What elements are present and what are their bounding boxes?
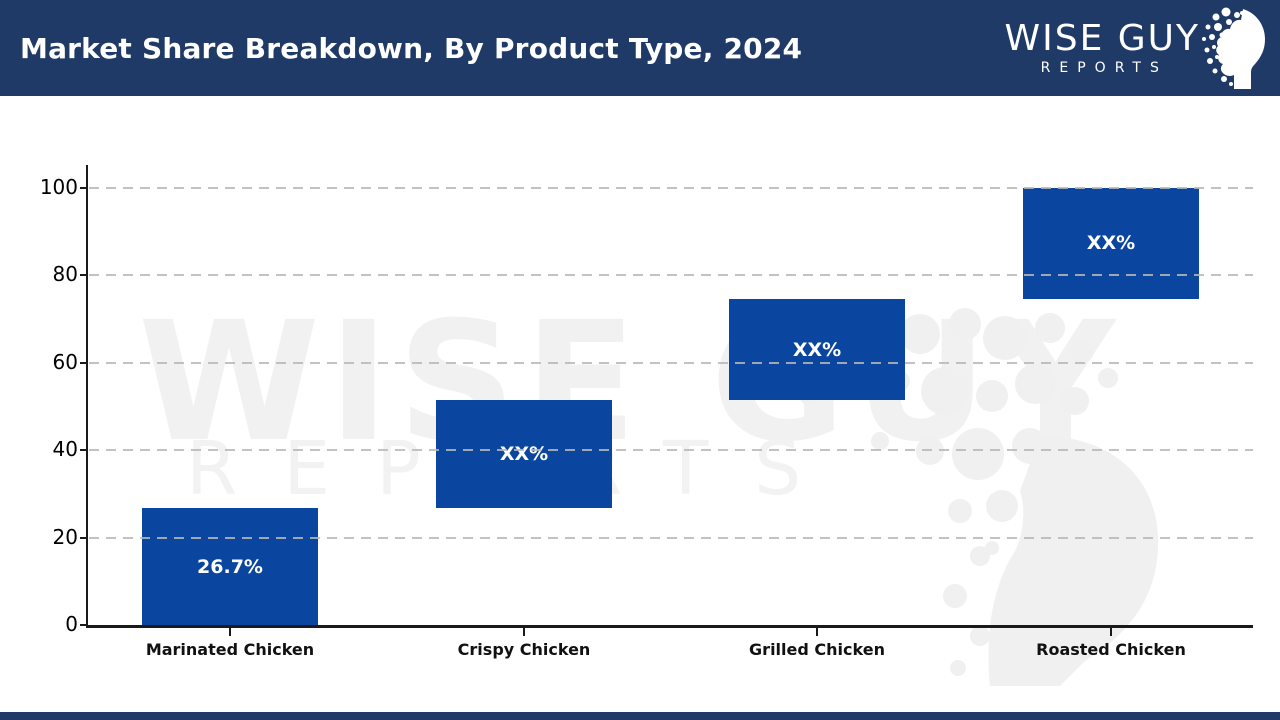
y-axis-tick xyxy=(80,449,88,451)
y-axis-tick xyxy=(80,186,88,189)
x-axis-category-label: Marinated Chicken xyxy=(145,640,315,659)
header-band: Market Share Breakdown, By Product Type,… xyxy=(0,0,1280,96)
bar-segment[interactable]: 26.7% xyxy=(142,508,318,625)
x-axis-tick xyxy=(229,628,231,636)
y-axis-tick xyxy=(80,624,88,626)
x-axis-category-label: Grilled Chicken xyxy=(749,640,885,659)
chart-title: Market Share Breakdown, By Product Type,… xyxy=(20,31,803,65)
x-axis-category-label: Crispy Chicken xyxy=(457,640,591,659)
x-axis-spine xyxy=(86,625,1253,628)
y-axis-tick-label: 100 xyxy=(39,174,78,199)
y-axis-tick xyxy=(80,361,88,364)
gridline xyxy=(89,536,1253,539)
bar-value-label: XX% xyxy=(792,338,842,361)
x-axis-tick xyxy=(1110,628,1112,636)
gridline xyxy=(89,361,1253,364)
logo-head-dots-icon xyxy=(1202,7,1265,89)
gridline xyxy=(89,186,1253,189)
logo-text: WISE GUY REPORTS xyxy=(1004,17,1201,76)
gridline xyxy=(89,274,1253,276)
logo-subtitle: REPORTS xyxy=(1040,59,1168,76)
gridline xyxy=(89,449,1253,451)
y-axis-spine xyxy=(86,165,88,627)
x-axis-category-label: Roasted Chicken xyxy=(1036,640,1186,659)
bar-segment[interactable]: XX% xyxy=(729,299,905,401)
y-axis-tick-label: 20 xyxy=(52,524,78,549)
y-axis-tick xyxy=(80,536,88,539)
bar-segment[interactable]: XX% xyxy=(436,400,612,509)
bar-value-label: 26.7% xyxy=(197,555,263,578)
watermark-head-dots xyxy=(776,308,1159,686)
wise-guy-reports-logo: WISE GUY REPORTS xyxy=(1005,0,1280,96)
x-axis-tick xyxy=(523,628,525,636)
y-axis-tick-label: 0 xyxy=(65,612,78,636)
footer-band xyxy=(0,712,1280,720)
y-axis-tick-label: 80 xyxy=(52,262,78,286)
y-axis-tick-label: 60 xyxy=(52,349,78,374)
logo-wordmark: WISE GUY xyxy=(1004,17,1200,59)
bar-value-label: XX% xyxy=(1086,232,1136,255)
bar-value-label: XX% xyxy=(499,443,549,466)
y-axis-tick xyxy=(80,274,88,276)
y-axis-tick-label: 40 xyxy=(52,437,78,461)
x-axis-tick xyxy=(816,628,818,636)
bar-segment[interactable]: XX% xyxy=(1023,187,1199,300)
